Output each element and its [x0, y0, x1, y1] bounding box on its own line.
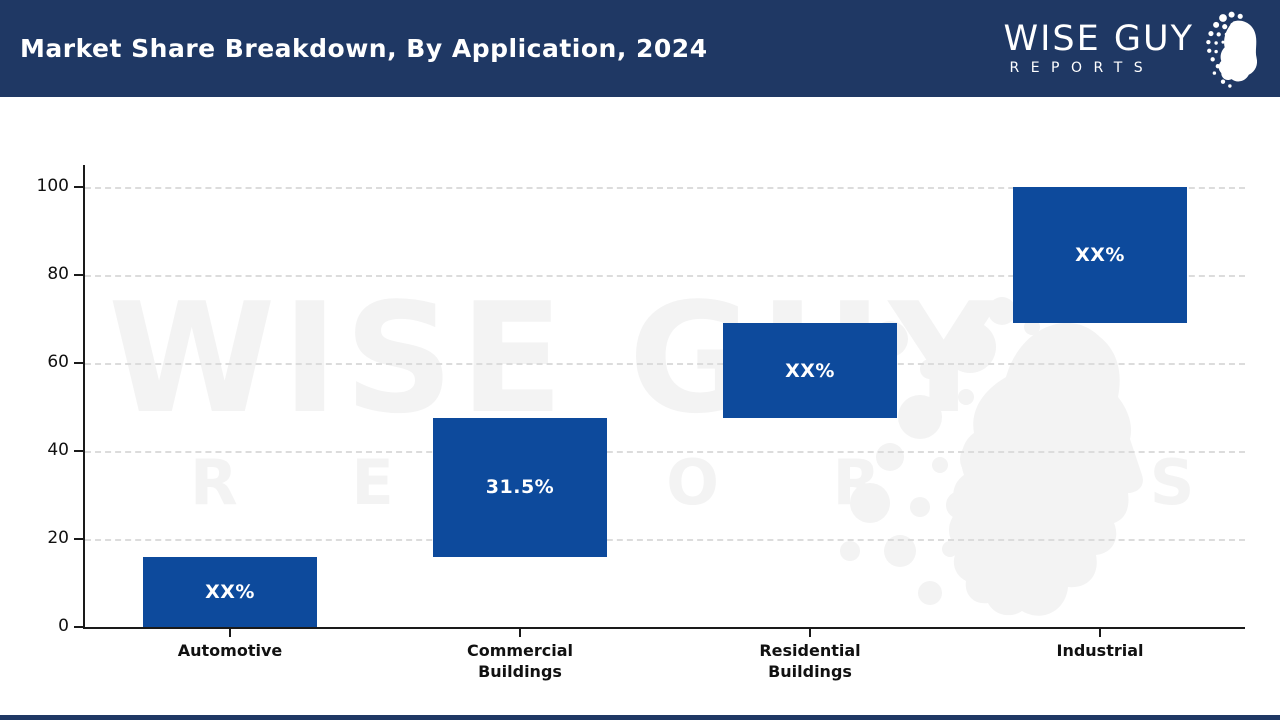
category-label: Residential Buildings: [759, 641, 861, 681]
y-tick-mark: [74, 274, 83, 276]
y-tick-mark: [74, 626, 83, 628]
plot-area: 0 20 40 60 80 100 XX% Automotive 31.5% Commercial…: [37, 165, 1245, 681]
y-tick-mark: [74, 538, 83, 540]
bar-segment: XX%: [723, 323, 897, 418]
logo-subtitle: REPORTS: [1009, 59, 1155, 76]
y-tick-mark: [74, 186, 83, 188]
y-tick-label: 40: [47, 440, 69, 460]
gridline: [85, 451, 1245, 453]
chart-area: WISE GUY R E P O R T S 0 20 40 60 80 100 XX% Au…: [0, 97, 1280, 715]
x-tick-mark: [229, 629, 231, 637]
y-tick-label: 80: [47, 264, 69, 284]
category-label: Industrial: [1056, 641, 1144, 660]
bar-value-label: XX%: [205, 580, 255, 603]
category-label: Commercial Buildings: [466, 641, 574, 681]
x-tick-mark: [519, 629, 521, 637]
bar-segment: 31.5%: [433, 418, 607, 557]
x-tick-mark: [1099, 629, 1101, 637]
y-tick-mark: [74, 362, 83, 364]
gridline: [85, 275, 1245, 277]
y-axis-line: [83, 165, 85, 627]
bar-value-label: XX%: [785, 359, 835, 382]
logo-wordmark: WISE GUY: [1003, 18, 1194, 59]
gridline: [85, 363, 1245, 365]
y-tick-label: 100: [36, 176, 69, 196]
bar-segment: XX%: [1013, 187, 1187, 324]
page-title: Market Share Breakdown, By Application, …: [20, 34, 708, 63]
y-tick-label: 0: [58, 616, 69, 636]
logo-text: WISE GUY REPORTS: [1003, 18, 1194, 76]
bar-segment: XX%: [143, 556, 317, 627]
x-tick-mark: [809, 629, 811, 637]
bar-value-label: XX%: [1075, 244, 1125, 267]
y-tick-mark: [74, 450, 83, 452]
wiseguy-logo: WISE GUY REPORTS: [1003, 6, 1280, 92]
y-tick-label: 60: [47, 352, 69, 372]
header: Market Share Breakdown, By Application, …: [0, 0, 1280, 97]
gridline: [85, 539, 1245, 541]
category-label: Automotive: [177, 641, 283, 660]
bar-value-label: 31.5%: [485, 476, 555, 499]
footer-bar: [0, 715, 1280, 720]
logo-face-icon: [1206, 11, 1258, 88]
y-tick-label: 20: [47, 528, 69, 548]
gridline: [85, 187, 1245, 189]
x-axis-line: [83, 627, 1245, 629]
